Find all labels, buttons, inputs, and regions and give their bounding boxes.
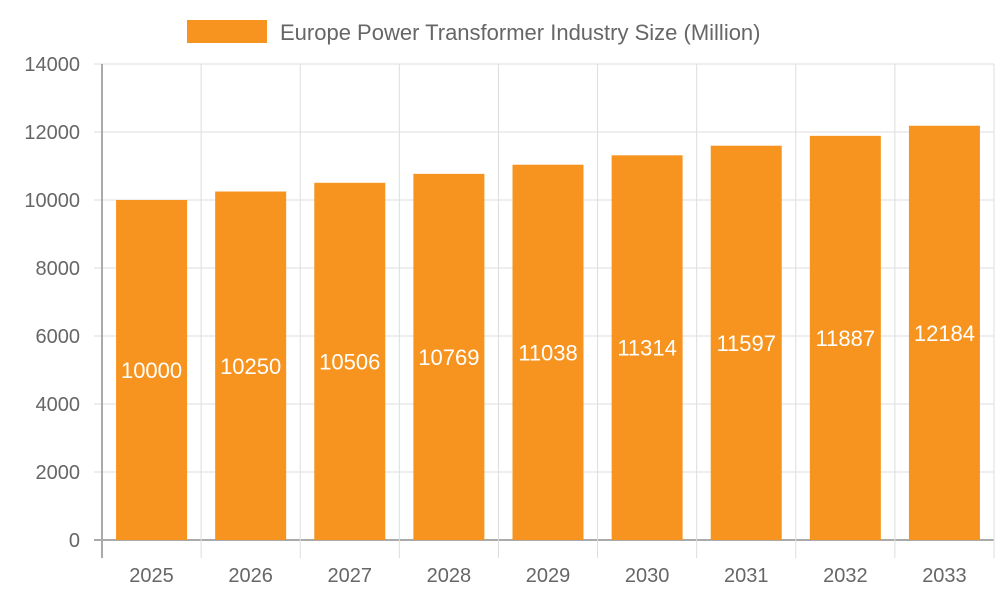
bar	[809, 135, 881, 541]
x-tick-label: 2026	[228, 565, 273, 587]
data-label: 10769	[418, 345, 479, 370]
x-tick-label: 2027	[328, 565, 373, 587]
bar	[215, 191, 287, 540]
bar	[116, 200, 188, 540]
bar	[314, 182, 386, 540]
bars: 10000 10250 10506 10769 11038 11314 11597 11887…	[116, 125, 980, 541]
bar	[413, 173, 485, 540]
axes: 0 2000 4000 6000 8000 10000 12000 14000 2025 2026…	[24, 54, 966, 587]
data-label: 11597	[716, 331, 776, 356]
x-tick-label: 2030	[625, 565, 670, 587]
data-label: 11887	[816, 326, 876, 351]
y-tick-label: 10000	[24, 190, 80, 212]
x-tick-label: 2029	[526, 565, 571, 587]
bar	[611, 155, 683, 540]
x-tick-label: 2033	[922, 565, 967, 587]
bar	[908, 125, 980, 540]
y-tick-label: 6000	[36, 326, 81, 348]
data-label: 10506	[319, 349, 380, 374]
x-tick-label: 2028	[427, 565, 472, 587]
y-tick-label: 4000	[36, 394, 81, 416]
y-tick-label: 14000	[24, 54, 80, 76]
y-tick-label: 0	[69, 530, 80, 552]
legend: Europe Power Transformer Industry Size (…	[187, 20, 761, 45]
x-tick-label: 2032	[823, 565, 868, 587]
y-tick-label: 12000	[24, 122, 80, 144]
y-tick-label: 8000	[36, 258, 81, 280]
x-tick-label: 2025	[129, 565, 174, 587]
legend-swatch	[187, 20, 267, 43]
data-label: 10250	[220, 354, 281, 379]
x-tick-label: 2031	[724, 565, 769, 587]
legend-label: Europe Power Transformer Industry Size (…	[280, 20, 761, 45]
data-label: 12184	[914, 321, 975, 346]
bar	[512, 164, 584, 540]
data-label: 10000	[121, 358, 182, 383]
bar	[710, 145, 782, 540]
y-tick-label: 2000	[36, 462, 81, 484]
data-label: 11038	[518, 340, 578, 365]
data-label: 11314	[617, 336, 677, 361]
